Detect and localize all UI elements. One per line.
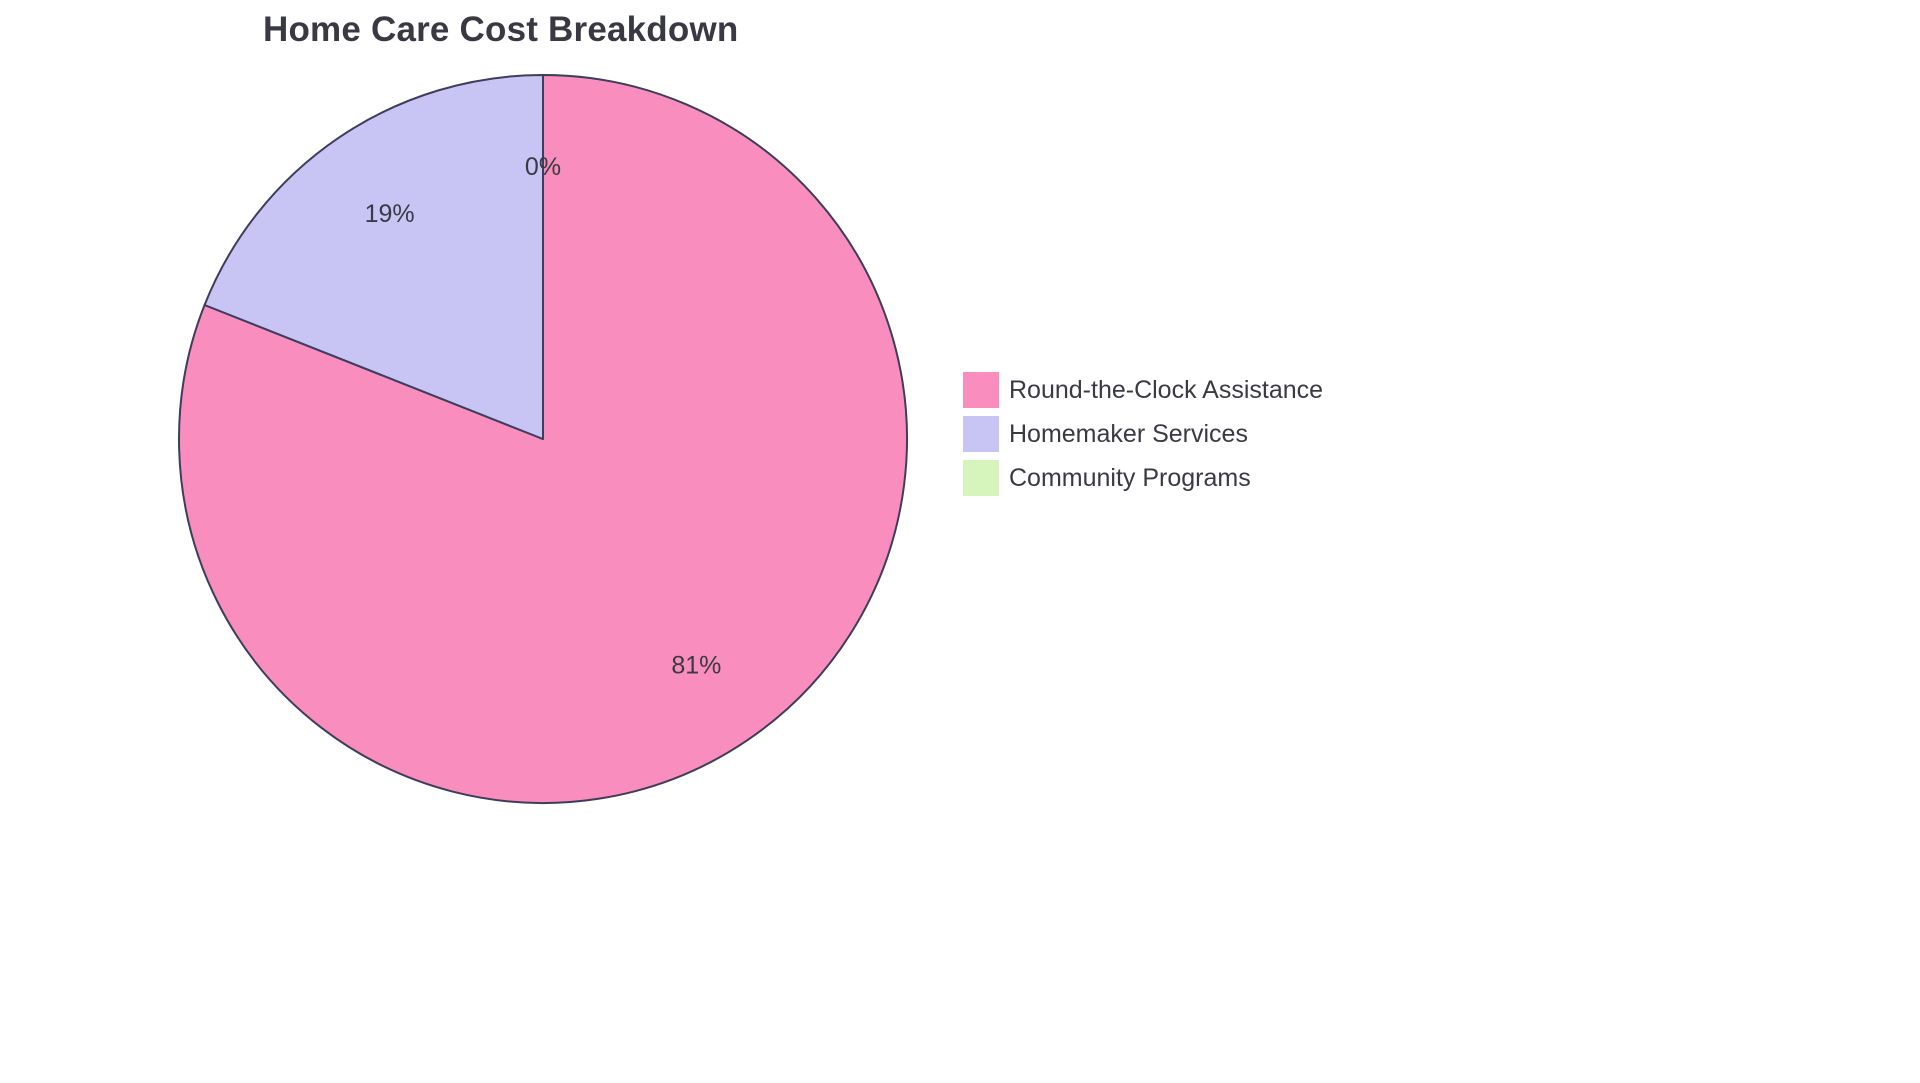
- legend-item-round-the-clock-assistance[interactable]: Round-the-Clock Assistance: [963, 372, 1323, 408]
- pie-label-homemaker-services: 19%: [365, 200, 415, 228]
- legend-item-community-programs[interactable]: Community Programs: [963, 460, 1323, 496]
- legend-label-homemaker-services: Homemaker Services: [1009, 419, 1248, 448]
- legend: Round-the-Clock Assistance Homemaker Ser…: [963, 372, 1323, 496]
- legend-label-community-programs: Community Programs: [1009, 463, 1251, 492]
- pie-label-round-the-clock-assistance: 81%: [671, 652, 721, 680]
- legend-item-homemaker-services[interactable]: Homemaker Services: [963, 416, 1323, 452]
- legend-swatch-community-programs: [963, 460, 999, 496]
- legend-label-round-the-clock-assistance: Round-the-Clock Assistance: [1009, 375, 1324, 404]
- chart-title: Home Care Cost Breakdown: [263, 10, 739, 49]
- pie-slice-homemaker-services[interactable]: [203, 74, 544, 440]
- legend-swatch-homemaker-services: [963, 416, 999, 452]
- legend-swatch-round-the-clock-assistance: [963, 372, 999, 408]
- pie-label-community-programs: 0%: [525, 153, 561, 181]
